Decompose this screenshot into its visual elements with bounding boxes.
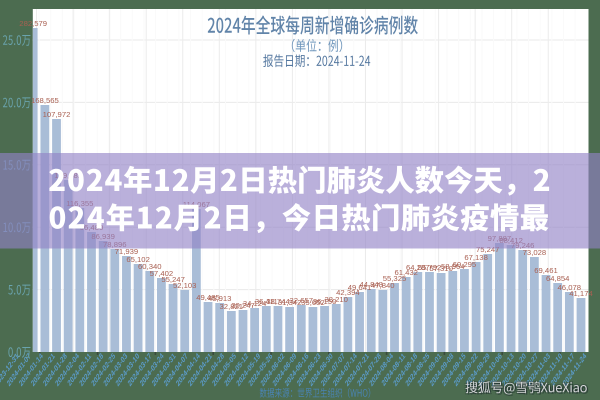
svg-text:46,078: 46,078 <box>558 283 582 292</box>
svg-text:36,411: 36,411 <box>255 297 278 306</box>
svg-text:32,657: 32,657 <box>290 296 314 305</box>
svg-text:35,652: 35,652 <box>301 298 325 307</box>
svg-text:34,124: 34,124 <box>243 299 267 308</box>
svg-text:41,174: 41,174 <box>569 289 593 298</box>
svg-text:60,340: 60,340 <box>138 262 162 271</box>
svg-text:55,247: 55,247 <box>161 275 185 284</box>
svg-text:45,913: 45,913 <box>208 294 232 303</box>
svg-text:67,138: 67,138 <box>464 253 488 262</box>
svg-text:44,848: 44,848 <box>359 280 383 289</box>
svg-text:31,342: 31,342 <box>278 298 302 307</box>
svg-text:61,432: 61,432 <box>394 268 418 277</box>
svg-text:58,964: 58,964 <box>441 262 465 271</box>
svg-text:75,247: 75,247 <box>476 245 500 254</box>
svg-text:282,579: 282,579 <box>19 19 47 28</box>
svg-text:55,792: 55,792 <box>418 263 442 272</box>
svg-text:57,402: 57,402 <box>150 269 174 278</box>
svg-text:55,325: 55,325 <box>383 274 407 283</box>
svg-text:57,310: 57,310 <box>429 264 453 273</box>
svg-text:49,485: 49,485 <box>196 293 220 302</box>
svg-text:38,210: 38,210 <box>324 295 348 304</box>
svg-text:107,972: 107,972 <box>43 110 71 119</box>
svg-text:64,287: 64,287 <box>406 263 430 272</box>
svg-text:64,854: 64,854 <box>546 274 570 283</box>
svg-text:42,394: 42,394 <box>336 288 360 297</box>
svg-text:30,247: 30,247 <box>231 301 255 310</box>
svg-text:73,028: 73,028 <box>523 248 547 257</box>
svg-text:36,150: 36,150 <box>313 297 337 306</box>
svg-text:52,103: 52,103 <box>173 281 197 290</box>
svg-text:49,641: 49,641 <box>348 283 372 292</box>
svg-text:65,102: 65,102 <box>126 255 150 264</box>
svg-text:38,744: 38,744 <box>266 297 290 306</box>
svg-text:71,939: 71,939 <box>115 247 139 256</box>
svg-text:168,565: 168,565 <box>31 96 59 105</box>
svg-text:69,461: 69,461 <box>534 266 558 275</box>
svg-text:47,840: 47,840 <box>371 281 395 290</box>
svg-text:60,295: 60,295 <box>453 260 477 269</box>
svg-text:32,821: 32,821 <box>220 302 244 311</box>
